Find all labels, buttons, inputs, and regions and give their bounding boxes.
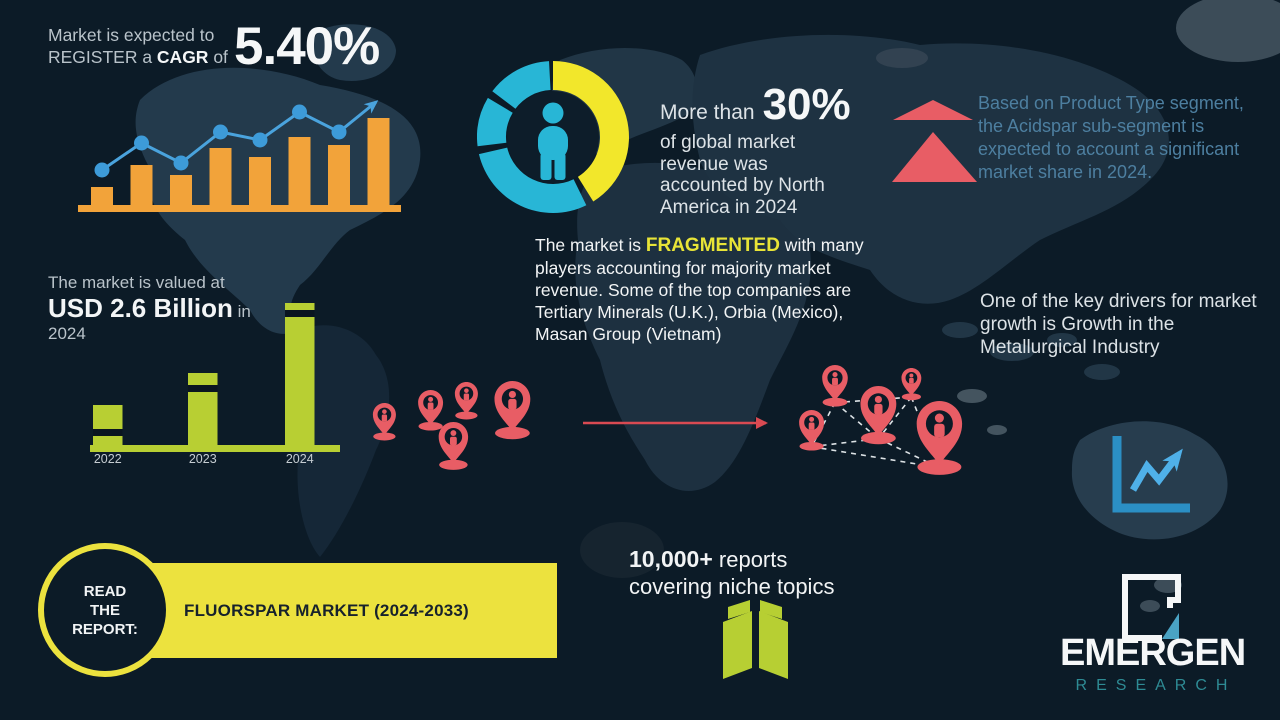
reports-count: 10,000+: [629, 546, 713, 572]
cagr-line2-pre: REGISTER a: [48, 47, 157, 67]
key-driver-text: One of the key drivers for market growth…: [980, 291, 1257, 358]
fragmented-keyword: FRAGMENTED: [645, 235, 780, 256]
brand-name: EMERGEN: [1060, 632, 1246, 674]
reports-rest: reports: [712, 547, 788, 572]
cagr-line1: Market is expected to: [48, 25, 215, 45]
valuation-bar-chart: 2022 2023 2024: [90, 303, 340, 466]
emergen-logo-mark: [1122, 574, 1181, 641]
report-title: FLUORSPAR MARKET (2024-2033): [184, 600, 469, 620]
valuation-value: USD 2.6 Billion: [48, 293, 233, 323]
valuation-year-labels: 2022 2023 2024: [94, 452, 314, 466]
cagr-baseline: [78, 205, 401, 212]
reports-line2: covering niche topics: [629, 574, 835, 599]
more-than-label: More than: [660, 101, 755, 124]
market-pins-graphic: [372, 365, 963, 475]
svg-text:2023: 2023: [189, 452, 217, 466]
svg-text:2024: 2024: [286, 452, 314, 466]
valuation-line1: The market is valued at: [48, 273, 225, 292]
cagr-bars: [91, 118, 390, 205]
fragmented-paragraph: The market is FRAGMENTED with many playe…: [535, 234, 883, 345]
report-banner[interactable]: FLUORSPAR MARKET (2024-2033): [140, 563, 557, 658]
cagr-line2-post: of: [208, 47, 228, 67]
cagr-headline: Market is expected to REGISTER a CAGR of: [48, 24, 228, 68]
valuation-baseline: [90, 445, 340, 452]
donut-chart: [477, 61, 629, 214]
svg-text:2022: 2022: [94, 452, 122, 466]
fragmented-post: with many players accounting for majorit…: [535, 235, 864, 344]
share-description: of global market revenue was accounted b…: [660, 132, 825, 218]
valuation-bars: [93, 303, 315, 445]
cagr-bar-chart: [78, 100, 401, 212]
read-report-button[interactable]: READ THE REPORT:: [38, 543, 172, 677]
open-book-icon: [723, 600, 788, 679]
cagr-value: 5.40%: [234, 17, 380, 76]
valuation-block: The market is valued at USD 2.6 Billion …: [48, 272, 251, 344]
reports-promo: 10,000+ reports covering niche topics: [629, 546, 834, 600]
read-line3: REPORT:: [72, 620, 138, 638]
double-up-arrow-icon: [892, 100, 977, 182]
na-share-block: More than 30% of global market revenue w…: [660, 80, 890, 218]
read-line2: THE: [90, 601, 120, 619]
person-icon: [538, 102, 568, 180]
valuation-suffix: in: [232, 302, 251, 321]
fragmented-pre: The market is: [535, 235, 646, 255]
location-pins: [372, 365, 963, 475]
growth-chart-icon: [1112, 436, 1190, 513]
acidspar-text: Based on Product Type segment, the Acids…: [978, 93, 1244, 182]
cagr-trend-line: [94, 100, 379, 178]
cagr-keyword: CAGR: [156, 47, 209, 67]
brand-subtitle: RESEARCH: [1075, 677, 1237, 694]
valuation-year: 2024: [48, 324, 86, 343]
share-percent: 30%: [762, 80, 851, 129]
read-line1: READ: [83, 582, 127, 600]
donut-segments: [477, 61, 629, 214]
